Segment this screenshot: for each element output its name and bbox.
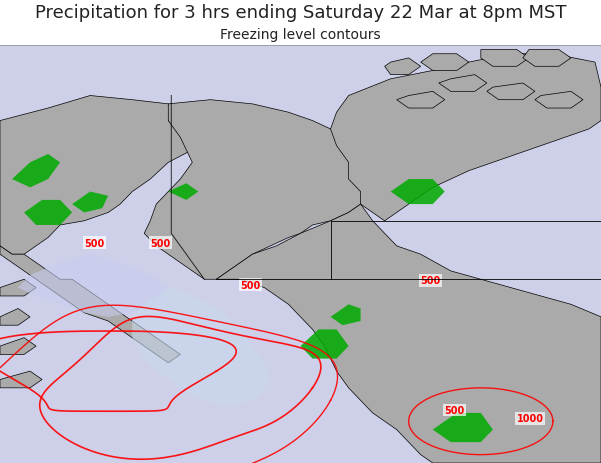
- Polygon shape: [385, 59, 421, 75]
- Text: 500: 500: [84, 238, 105, 248]
- Polygon shape: [168, 184, 198, 200]
- Polygon shape: [300, 330, 349, 359]
- Polygon shape: [144, 100, 379, 280]
- Polygon shape: [18, 255, 168, 317]
- Text: 500: 500: [445, 405, 465, 415]
- Polygon shape: [535, 92, 583, 109]
- Polygon shape: [0, 338, 36, 355]
- Polygon shape: [421, 55, 469, 71]
- Polygon shape: [331, 55, 601, 221]
- Polygon shape: [0, 96, 210, 255]
- Polygon shape: [397, 92, 445, 109]
- Polygon shape: [12, 155, 60, 188]
- Text: Precipitation for 3 hrs ending Saturday 22 Mar at 8pm MST: Precipitation for 3 hrs ending Saturday …: [35, 4, 566, 22]
- Polygon shape: [0, 280, 36, 296]
- Polygon shape: [523, 50, 571, 67]
- Polygon shape: [132, 288, 270, 405]
- Polygon shape: [391, 180, 445, 205]
- Polygon shape: [0, 371, 42, 388]
- Polygon shape: [72, 192, 108, 213]
- Polygon shape: [0, 309, 30, 325]
- Text: 500: 500: [421, 276, 441, 286]
- Polygon shape: [487, 84, 535, 100]
- Polygon shape: [331, 305, 361, 325]
- Text: Freezing level contours: Freezing level contours: [220, 28, 381, 42]
- Text: 500: 500: [150, 238, 171, 248]
- Polygon shape: [216, 205, 601, 463]
- Text: 1000: 1000: [517, 413, 544, 423]
- Polygon shape: [439, 75, 487, 92]
- Polygon shape: [0, 246, 180, 363]
- Polygon shape: [481, 50, 529, 67]
- Text: 500: 500: [240, 280, 261, 290]
- Polygon shape: [24, 200, 72, 225]
- Polygon shape: [433, 413, 493, 442]
